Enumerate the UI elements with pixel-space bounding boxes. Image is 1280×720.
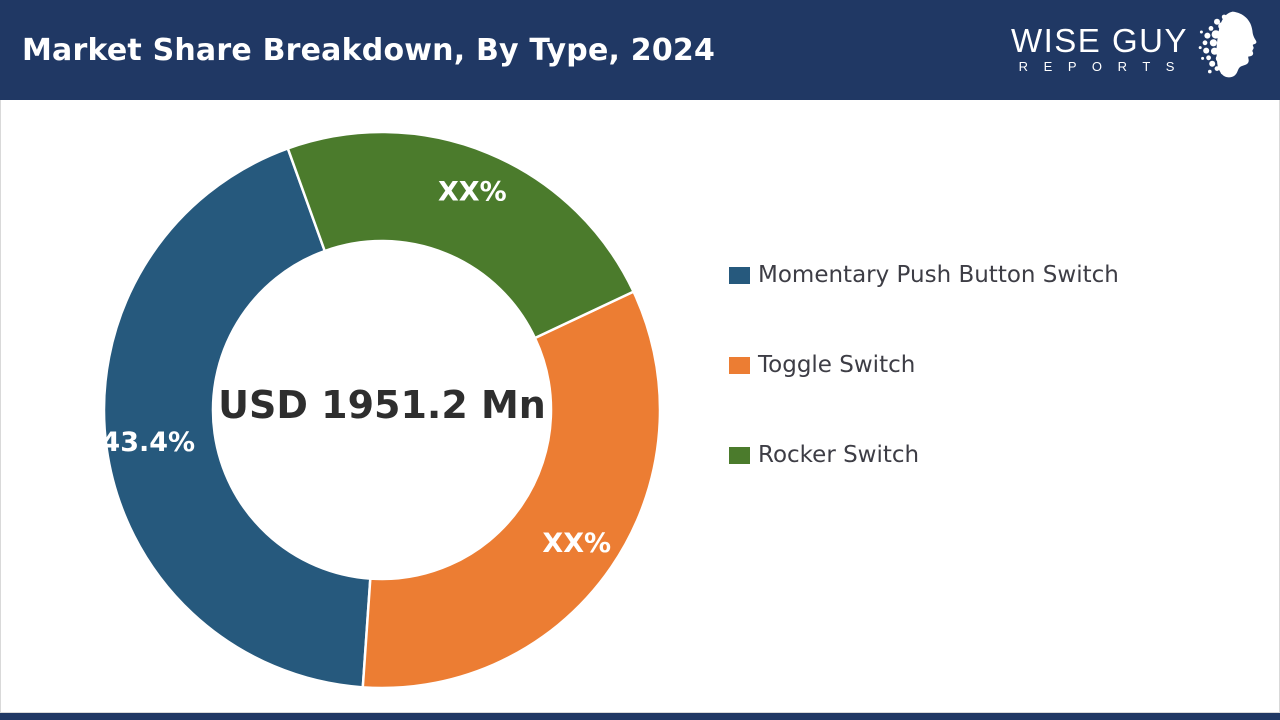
- slice-value-label: 43.4%: [101, 427, 195, 458]
- pie-slice-toggle-switch: [361, 290, 662, 690]
- footer-bar: [0, 713, 1280, 720]
- legend-label: Rocker Switch: [758, 442, 920, 468]
- logo-wordmark: WISE GUY: [1010, 22, 1188, 59]
- pie-slice-rocker-switch: [286, 130, 635, 340]
- legend-swatch-toggle: [729, 356, 750, 374]
- slice-value-label: XX%: [542, 528, 611, 559]
- slice-value-label: XX%: [438, 176, 507, 207]
- wiseguy-logo: WISE GUY R E P O R T S: [1011, 8, 1266, 92]
- legend-label: Momentary Push Button Switch: [758, 262, 1119, 288]
- legend-swatch-rocker: [729, 446, 750, 464]
- pie-slice-momentary-push-button-switch: [102, 147, 372, 689]
- legend-item: Toggle Switch: [729, 352, 915, 378]
- legend-item: Momentary Push Button Switch: [729, 262, 1119, 288]
- logo-face-icon: [1192, 8, 1266, 92]
- page-title: Market Share Breakdown, By Type, 2024: [22, 32, 716, 68]
- header-bar: Market Share Breakdown, By Type, 2024 WI…: [0, 0, 1280, 100]
- legend-label: Toggle Switch: [758, 352, 916, 378]
- legend-item: Rocker Switch: [729, 442, 919, 468]
- logo-subtitle: R E P O R T S: [1018, 59, 1181, 74]
- chart-center-value: USD 1951.2 Mn: [218, 383, 546, 427]
- legend-swatch-momentary: [729, 266, 750, 284]
